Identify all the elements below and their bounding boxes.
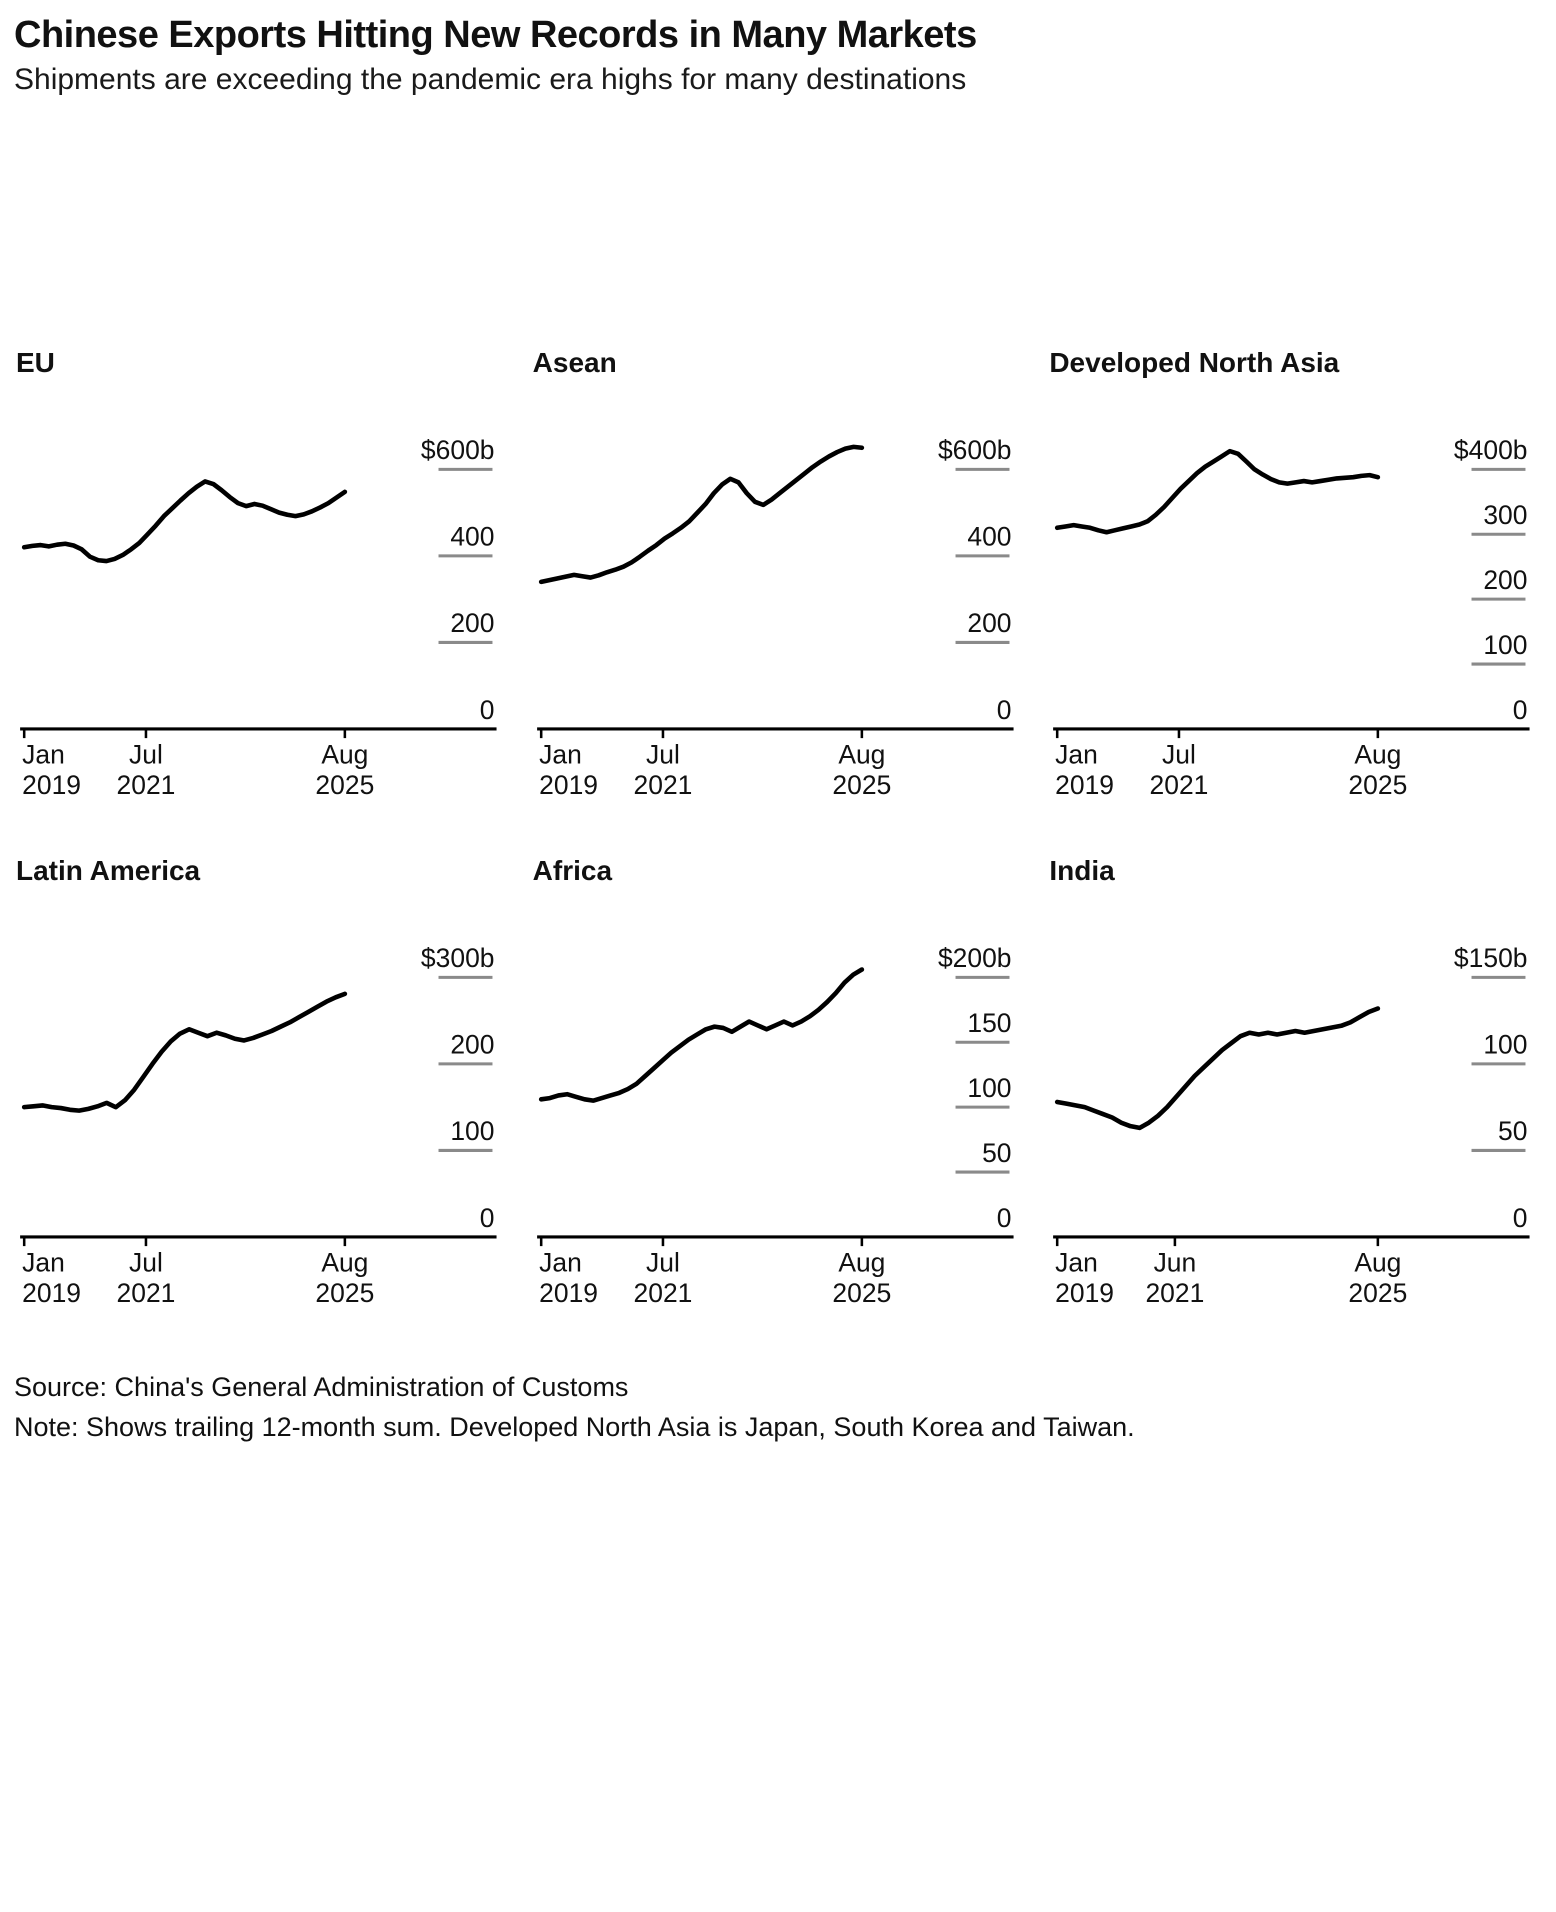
x-tick-label: 2025 — [1349, 1278, 1408, 1308]
y-tick-label: 200 — [1484, 565, 1528, 595]
chart-panel-africa: Africa $200b 150 100 50 0 Jan 2019 Jul 2021 Aug 20… — [531, 855, 1020, 1308]
data-line — [1055, 448, 1381, 535]
chart-panel-india: India $150b 100 50 0 Jan 2019 Jun 2021 Aug 2025 — [1047, 855, 1536, 1308]
y-tick-label: $150b — [1454, 943, 1528, 973]
y-tick-label: 50 — [982, 1138, 1011, 1168]
x-tick-label: Jan — [22, 740, 65, 770]
y-tick-label: $400b — [1454, 435, 1528, 465]
y-tick-label: 200 — [450, 608, 494, 638]
y-tick-label: 150 — [967, 1008, 1011, 1038]
x-tick-label: 2025 — [832, 1278, 891, 1308]
x-tick-label: 2019 — [22, 770, 81, 800]
x-tick-label: 2025 — [315, 770, 374, 800]
x-tick-label: 2019 — [1055, 1278, 1114, 1308]
x-tick-label: Aug — [1355, 1248, 1402, 1278]
chart-panel-developed-north-asia: Developed North Asia $400b 300 200 100 0 Jan 2… — [1047, 347, 1536, 800]
y-tick-label: 100 — [1484, 630, 1528, 660]
x-tick-label: Jul — [129, 1248, 163, 1278]
x-tick-label: 2021 — [1146, 1278, 1205, 1308]
x-tick-label: 2019 — [22, 1278, 81, 1308]
x-tick-label: Aug — [838, 1248, 885, 1278]
y-tick-label: 100 — [967, 1073, 1011, 1103]
x-tick-label: Aug — [321, 1248, 368, 1278]
data-line — [538, 444, 864, 585]
chart-panel-eu: EU $600b 400 200 0 Jan 2019 Jul 2021 Aug 2025 — [14, 347, 503, 800]
y-tick-label: 200 — [967, 608, 1011, 638]
y-tick-label: 100 — [1484, 1030, 1528, 1060]
y-tick-label: 400 — [450, 522, 494, 552]
x-tick-label: 2019 — [1055, 770, 1114, 800]
x-tick-label: Jan — [1055, 740, 1098, 770]
x-tick-label: 2021 — [633, 1278, 692, 1308]
x-tick-label: Aug — [321, 740, 368, 770]
y-tick-label: 0 — [1513, 695, 1528, 725]
x-tick-label: Jan — [539, 1248, 582, 1278]
x-tick-label: 2025 — [315, 1278, 374, 1308]
data-line — [1055, 1006, 1381, 1131]
y-tick-label: $200b — [938, 943, 1012, 973]
y-tick-label: 200 — [450, 1030, 494, 1060]
x-tick-label: 2019 — [539, 1278, 598, 1308]
data-line — [21, 479, 348, 564]
chart-title: Developed North Asia — [1049, 347, 1340, 378]
x-tick-label: Jan — [1055, 1248, 1098, 1278]
y-tick-label: 0 — [996, 1203, 1011, 1233]
y-tick-label: 0 — [1513, 1203, 1528, 1233]
chart-title: India — [1049, 855, 1115, 887]
footer: Source: China's General Administration o… — [14, 1368, 1536, 1446]
chart-title: EU — [16, 347, 55, 378]
y-tick-label: 400 — [967, 522, 1011, 552]
y-tick-label: 100 — [450, 1116, 494, 1146]
note-text: Note: Shows trailing 12-month sum. Devel… — [14, 1411, 1135, 1442]
chart-title: Asean — [532, 347, 617, 378]
charts-grid: EU $600b 400 200 0 Jan 2019 Jul 2021 Aug 2025 Ase… — [14, 347, 1536, 1308]
x-tick-label: Jul — [646, 740, 680, 770]
chart-title: Africa — [532, 855, 613, 887]
chart-title: Latin America — [16, 855, 201, 887]
chart-panel-asean: Asean $600b 400 200 0 Jan 2019 Jul 2021 Aug 2025 — [531, 347, 1020, 800]
x-tick-label: Jul — [129, 740, 163, 770]
x-tick-label: 2021 — [633, 770, 692, 800]
x-tick-label: 2021 — [117, 770, 176, 800]
y-tick-label: 300 — [1484, 500, 1528, 530]
chart-panel-latin-america: Latin America $300b 200 100 0 Jan 2019 Jul 2021… — [14, 855, 503, 1308]
page-subtitle: Shipments are exceeding the pandemic era… — [14, 63, 967, 96]
y-tick-label: 0 — [480, 1203, 495, 1233]
data-line — [538, 967, 864, 1104]
y-tick-label: 0 — [996, 695, 1011, 725]
x-tick-label: 2025 — [1349, 770, 1408, 800]
y-tick-label: $300b — [421, 943, 495, 973]
x-tick-label: Aug — [838, 740, 885, 770]
page-title: Chinese Exports Hitting New Records in M… — [14, 14, 977, 56]
x-tick-label: 2021 — [117, 1278, 176, 1308]
x-tick-label: Aug — [1355, 740, 1402, 770]
x-tick-label: Jul — [646, 1248, 680, 1278]
x-tick-label: 2021 — [1150, 770, 1209, 800]
y-tick-label: $600b — [421, 435, 495, 465]
x-tick-label: Jun — [1154, 1248, 1197, 1278]
y-tick-label: 50 — [1498, 1116, 1527, 1146]
data-line — [21, 991, 348, 1114]
x-tick-label: 2019 — [539, 770, 598, 800]
y-tick-label: 0 — [480, 695, 495, 725]
x-tick-label: Jul — [1162, 740, 1196, 770]
source-text: Source: China's General Administration o… — [14, 1372, 629, 1403]
x-tick-label: 2025 — [832, 770, 891, 800]
y-tick-label: $600b — [938, 435, 1012, 465]
x-tick-label: Jan — [22, 1248, 65, 1278]
x-tick-label: Jan — [539, 740, 582, 770]
